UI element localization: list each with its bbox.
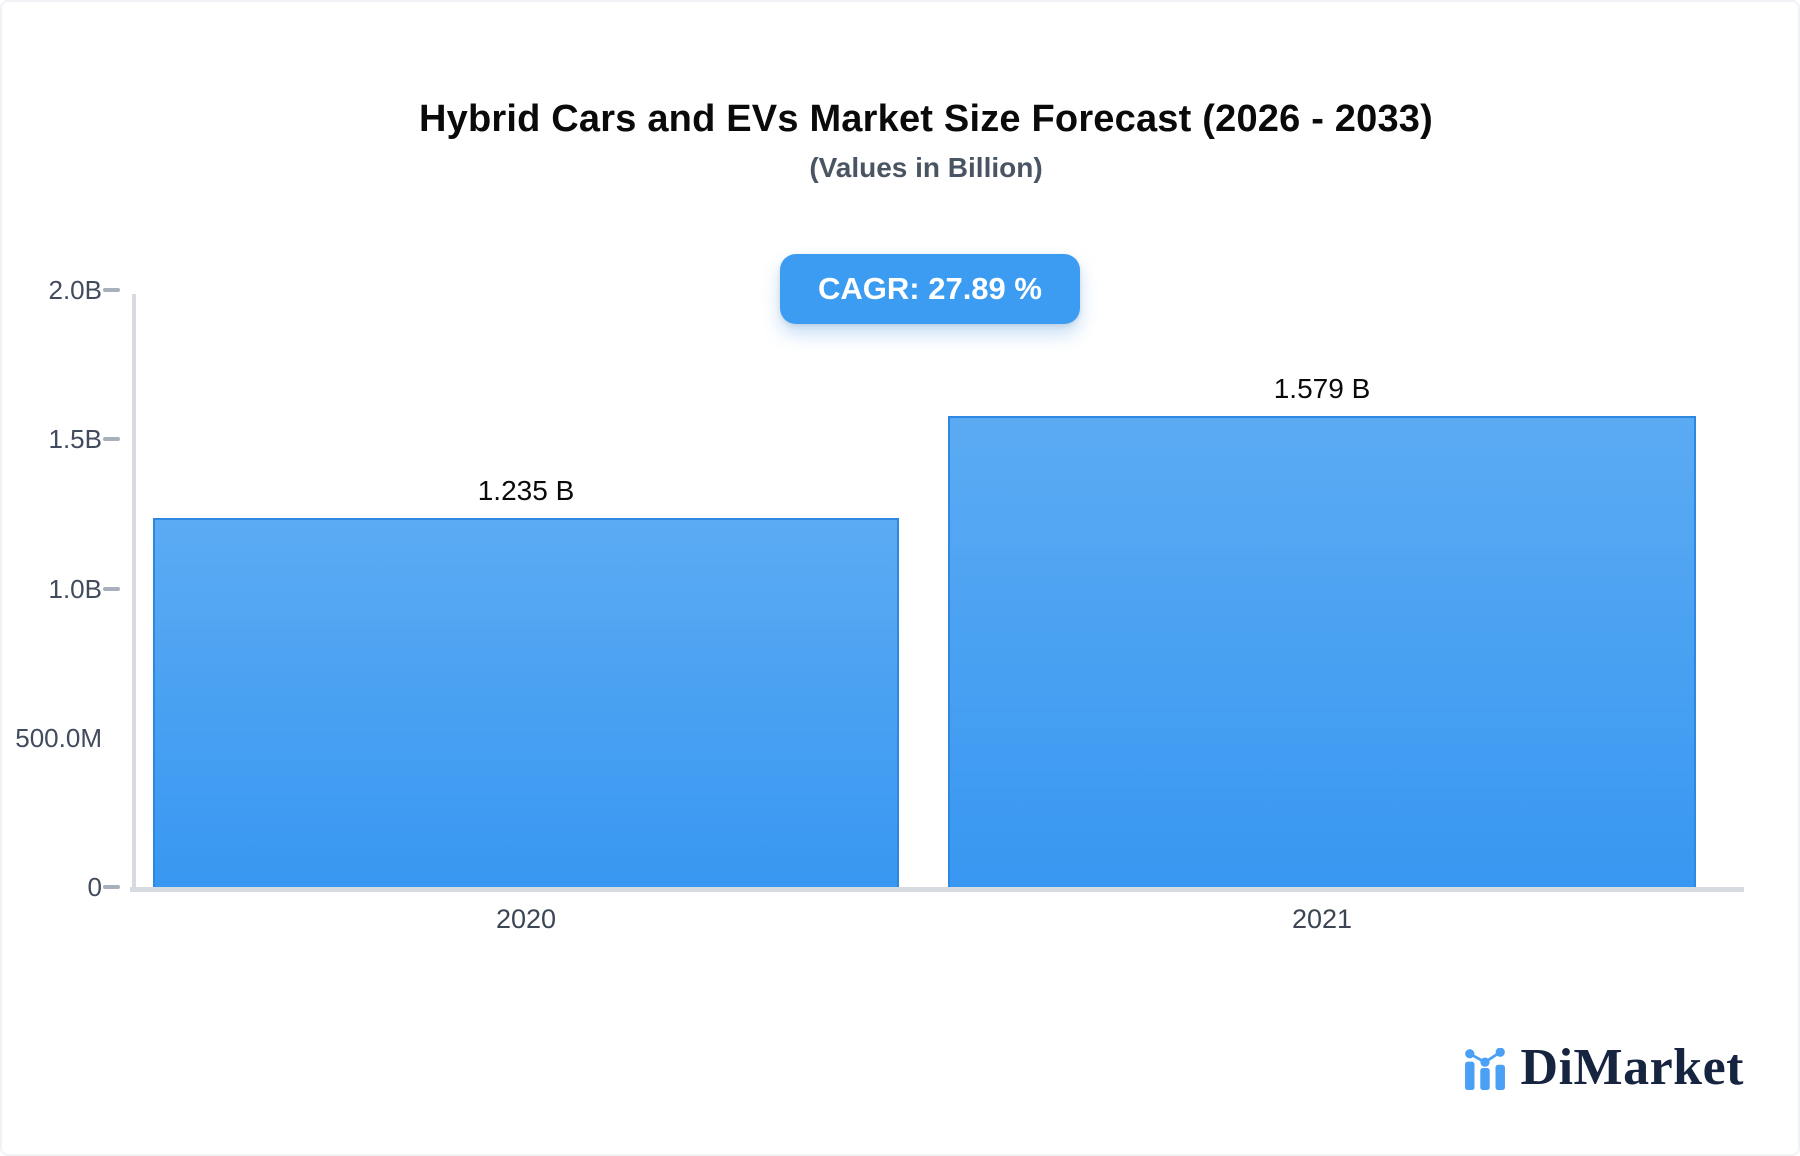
y-tick-label: 1.0B [48,573,103,604]
y-tick-dash [103,288,120,292]
chart-title: Hybrid Cars and EVs Market Size Forecast… [418,98,1433,140]
y-tick-dash [103,437,120,442]
bar-line-chart-icon [1464,1048,1505,1090]
bar-value-label: 1.235 B [477,475,575,507]
bar-value-label: 1.579 B [1273,372,1371,404]
cagr-badge: CAGR: 27.89 % [780,254,1080,324]
x-tick-label: 2020 [495,904,557,934]
y-tick-dash [103,586,120,591]
chart-subtitle: (Values in Billion) [809,152,1043,183]
x-tick-label: 2021 [1291,904,1353,934]
logo: DiMarket [1462,1039,1744,1096]
x-axis-line [130,887,1744,892]
bar[interactable] [153,518,899,887]
y-tick-label: 1.5B [48,424,103,455]
y-tick-label: 0 [87,872,102,902]
y-axis-line [132,294,136,892]
y-tick-dash [103,885,120,889]
y-tick-label: 2.0B [48,275,103,305]
logo-text: DiMarket [1520,1039,1744,1096]
bar[interactable] [948,415,1696,887]
y-tick-label: 500.0M [15,722,102,753]
